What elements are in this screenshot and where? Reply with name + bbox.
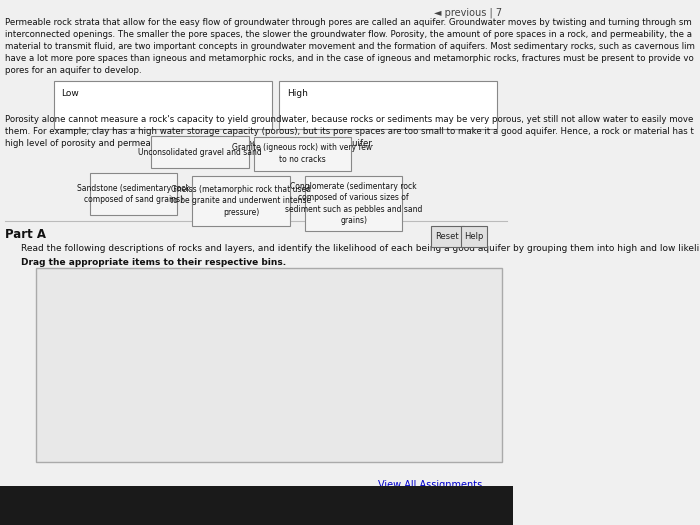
- Text: Permeable rock strata that allow for the easy flow of groundwater through pores : Permeable rock strata that allow for the…: [5, 18, 695, 75]
- FancyBboxPatch shape: [279, 81, 497, 129]
- Text: Porosity alone cannot measure a rock's capacity to yield groundwater, because ro: Porosity alone cannot measure a rock's c…: [5, 116, 694, 148]
- Text: Part A: Part A: [5, 228, 46, 242]
- FancyBboxPatch shape: [461, 226, 487, 247]
- Text: Unconsolidated gravel and sand: Unconsolidated gravel and sand: [138, 148, 262, 157]
- FancyBboxPatch shape: [90, 173, 177, 215]
- FancyBboxPatch shape: [54, 81, 272, 129]
- FancyBboxPatch shape: [151, 136, 248, 168]
- Text: Reset: Reset: [435, 232, 459, 241]
- Text: Sandstone (sedimentary rock
composed of sand grains): Sandstone (sedimentary rock composed of …: [77, 184, 190, 204]
- FancyBboxPatch shape: [36, 268, 503, 462]
- Bar: [0, 486, 512, 525]
- FancyBboxPatch shape: [193, 176, 290, 226]
- Text: ◄ previous | 7: ◄ previous | 7: [434, 8, 503, 18]
- Text: Granite (igneous rock) with very few
to no cracks: Granite (igneous rock) with very few to …: [232, 143, 372, 164]
- Text: Help: Help: [464, 232, 484, 241]
- Text: Gneiss (metamorphic rock that used
to be granite and underwent intense
pressure): Gneiss (metamorphic rock that used to be…: [170, 185, 312, 217]
- Text: View All Assignments: View All Assignments: [379, 480, 483, 490]
- Text: High: High: [287, 89, 308, 98]
- FancyBboxPatch shape: [305, 176, 402, 231]
- Text: Conglomerate (sedimentary rock
composed of various sizes of
sediment such as peb: Conglomerate (sedimentary rock composed …: [285, 182, 422, 225]
- FancyBboxPatch shape: [430, 226, 464, 247]
- Text: Read the following descriptions of rocks and layers, and identify the likelihood: Read the following descriptions of rocks…: [20, 244, 700, 253]
- Text: Low: Low: [62, 89, 79, 98]
- FancyBboxPatch shape: [253, 136, 351, 171]
- Text: Drag the appropriate items to their respective bins.: Drag the appropriate items to their resp…: [20, 258, 286, 267]
